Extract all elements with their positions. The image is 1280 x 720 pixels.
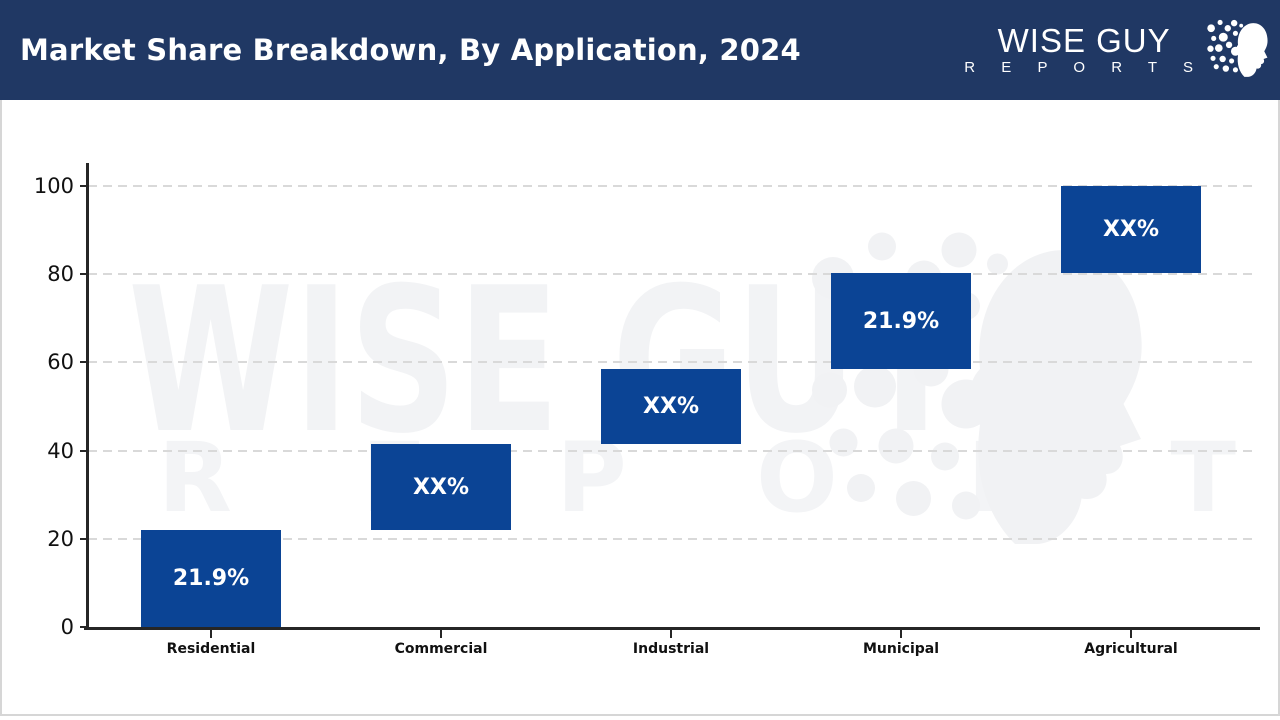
category-label-municipal: Municipal xyxy=(862,641,940,657)
bar-value-label-industrial: XX% xyxy=(643,394,699,420)
y-tick-80 xyxy=(80,273,88,276)
bar-value-label-residential: 21.9% xyxy=(172,566,250,592)
bar-industrial: XX% xyxy=(601,369,741,444)
logo-line1: WISE GUY xyxy=(997,22,1171,59)
logo-wordmark: WISE GUY R E P O R T S xyxy=(964,22,1204,77)
bar-municipal: 21.9% xyxy=(831,272,971,370)
y-tick-label-0: 0 xyxy=(60,615,74,639)
bar-value-label-municipal: 21.9% xyxy=(862,308,940,334)
y-tick-100 xyxy=(80,185,88,187)
y-tick-label-60: 60 xyxy=(47,350,74,375)
y-tick-20 xyxy=(80,537,88,540)
gridline-80 xyxy=(88,273,1255,276)
bar-agricultural: XX% xyxy=(1061,186,1201,273)
gridline-40 xyxy=(88,449,1255,452)
y-tick-40 xyxy=(80,449,88,452)
y-tick-label-80: 80 xyxy=(47,262,74,287)
y-tick-label-20: 20 xyxy=(47,526,74,551)
x-tick-commercial xyxy=(440,630,442,638)
gridline-60 xyxy=(88,361,1255,364)
header-bar: Market Share Breakdown, By Application, … xyxy=(0,0,1280,100)
bar-value-label-agricultural: XX% xyxy=(1103,216,1159,242)
wiseguy-logo: WISE GUY R E P O R T S xyxy=(964,9,1270,91)
y-tick-label-40: 40 xyxy=(47,438,74,463)
x-tick-industrial xyxy=(670,630,672,638)
x-tick-municipal xyxy=(900,630,902,638)
bar-residential: 21.9% xyxy=(141,530,281,627)
gridline-20 xyxy=(88,537,1255,540)
x-axis-line xyxy=(84,627,1260,630)
bar-value-label-commercial: XX% xyxy=(413,474,469,500)
y-tick-label-100: 100 xyxy=(33,174,74,198)
y-axis-line xyxy=(86,163,89,630)
gridline-100 xyxy=(88,185,1255,187)
category-label-agricultural: Agricultural xyxy=(1084,641,1178,657)
category-label-industrial: Industrial xyxy=(632,641,710,657)
bar-commercial: XX% xyxy=(371,443,511,531)
category-label-commercial: Commercial xyxy=(394,641,488,657)
head-of-dots-icon xyxy=(1207,19,1268,77)
y-tick-60 xyxy=(80,361,88,364)
x-tick-residential xyxy=(210,630,212,638)
logo-line2: R E P O R T S xyxy=(964,59,1204,76)
x-tick-agricultural xyxy=(1130,630,1132,638)
chart-title: Market Share Breakdown, By Application, … xyxy=(20,33,801,67)
category-label-residential: Residential xyxy=(166,641,256,657)
